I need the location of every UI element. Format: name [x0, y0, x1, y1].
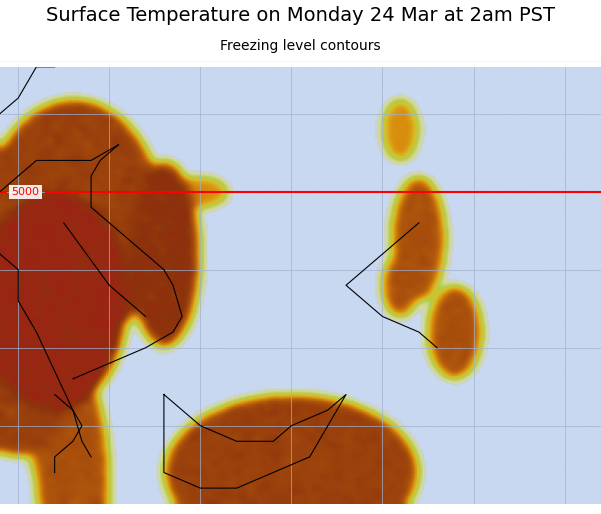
Text: 5000: 5000: [11, 187, 40, 197]
Text: Freezing level contours: Freezing level contours: [220, 39, 381, 53]
Text: Surface Temperature on Monday 24 Mar at 2am PST: Surface Temperature on Monday 24 Mar at …: [46, 6, 555, 25]
